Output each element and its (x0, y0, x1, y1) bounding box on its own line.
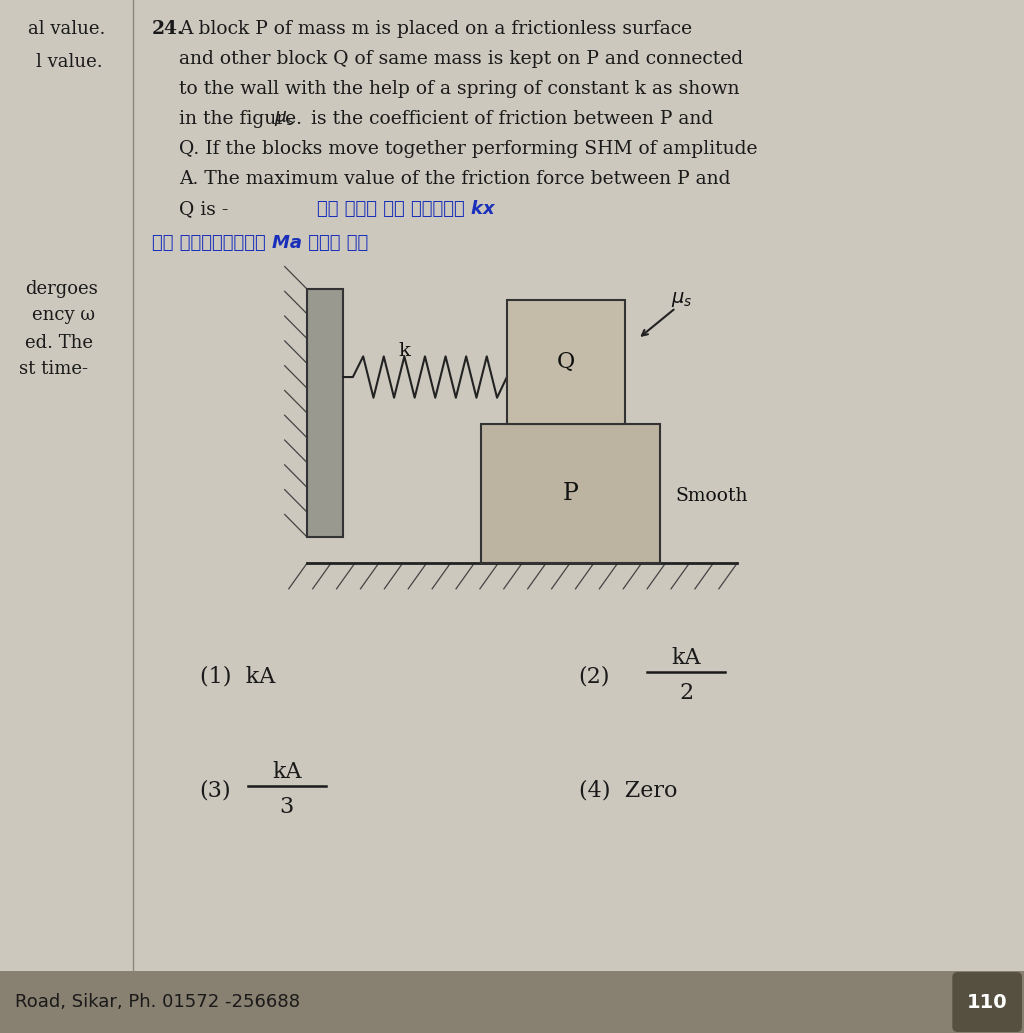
Text: 24.: 24. (152, 20, 184, 38)
Text: al value.: al value. (28, 20, 105, 38)
Text: l value.: l value. (36, 53, 103, 71)
Text: in the figure.: in the figure. (179, 109, 308, 128)
Text: ed. The: ed. The (26, 334, 93, 352)
Text: A. The maximum value of the friction force between P and: A. The maximum value of the friction for… (179, 169, 731, 188)
FancyBboxPatch shape (952, 972, 1022, 1032)
Text: Q is -: Q is - (179, 199, 228, 218)
Text: 110: 110 (967, 993, 1008, 1011)
Text: P: P (563, 481, 579, 505)
Text: (2): (2) (579, 665, 610, 688)
Bar (507, 300, 625, 424)
Text: और अवरोधाता Ma इतो बल: और अवरोधाता Ma इतो बल (152, 233, 368, 252)
Text: dergoes: dergoes (25, 280, 98, 299)
Text: एक ठोस पर दोनों kx: एक ठोस पर दोनों kx (317, 199, 495, 218)
Text: $\mu_s$: $\mu_s$ (671, 290, 692, 309)
Text: (3): (3) (200, 779, 231, 802)
Text: 3: 3 (280, 795, 294, 818)
Text: Smooth: Smooth (676, 487, 749, 505)
Text: A block P of mass m is placed on a frictionless surface: A block P of mass m is placed on a frict… (179, 20, 692, 38)
Text: and other block Q of same mass is kept on P and connected: and other block Q of same mass is kept o… (179, 50, 743, 68)
Text: Road, Sikar, Ph. 01572 -256688: Road, Sikar, Ph. 01572 -256688 (15, 993, 300, 1011)
Text: to the wall with the help of a spring of constant k as shown: to the wall with the help of a spring of… (179, 80, 739, 98)
Bar (481, 424, 660, 563)
Bar (307, 289, 343, 537)
Text: $\mu_s$: $\mu_s$ (274, 109, 295, 128)
Text: (1)  kA: (1) kA (200, 665, 274, 688)
Text: kA: kA (272, 760, 301, 783)
Text: k: k (398, 342, 411, 361)
Bar (0, 971, 1024, 1033)
Text: 2: 2 (679, 682, 693, 705)
Text: Q. If the blocks move together performing SHM of amplitude: Q. If the blocks move together performin… (179, 139, 758, 158)
Text: ency ω: ency ω (32, 306, 95, 324)
Text: kA: kA (672, 647, 700, 669)
Text: (4)  Zero: (4) Zero (579, 779, 677, 802)
Text: Q: Q (557, 350, 574, 373)
Text: is the coefficient of friction between P and: is the coefficient of friction between P… (305, 109, 714, 128)
Text: st time-: st time- (18, 359, 88, 378)
